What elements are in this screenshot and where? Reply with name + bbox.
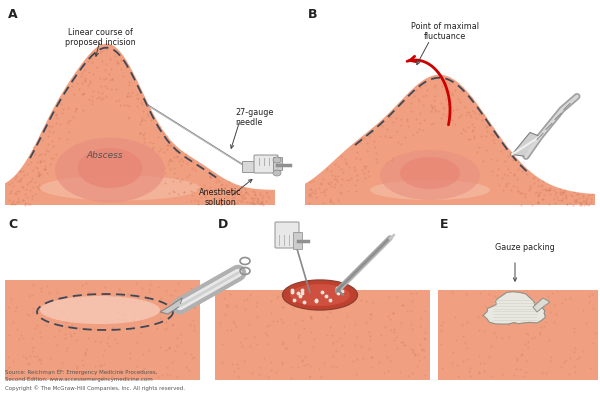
Polygon shape [533, 298, 550, 312]
Text: Gauze packing: Gauze packing [495, 243, 555, 252]
Ellipse shape [283, 280, 358, 310]
Text: B: B [308, 8, 317, 21]
Polygon shape [305, 75, 595, 205]
Polygon shape [483, 292, 545, 324]
Ellipse shape [77, 148, 143, 188]
Ellipse shape [400, 157, 460, 189]
Polygon shape [512, 133, 540, 157]
Ellipse shape [273, 170, 281, 176]
Polygon shape [160, 298, 182, 314]
Text: Abscess: Abscess [86, 151, 124, 160]
Polygon shape [5, 44, 275, 205]
Polygon shape [215, 290, 430, 380]
FancyBboxPatch shape [274, 157, 283, 171]
Ellipse shape [40, 296, 160, 324]
Polygon shape [438, 290, 598, 380]
Ellipse shape [370, 180, 490, 200]
Text: Source: Reichman EF: Emergency Medicine Procedures,
Second Edition: www.accessem: Source: Reichman EF: Emergency Medicine … [5, 370, 185, 391]
FancyBboxPatch shape [293, 232, 302, 249]
Ellipse shape [55, 137, 165, 202]
Ellipse shape [273, 157, 281, 163]
Text: A: A [8, 8, 17, 21]
Ellipse shape [40, 175, 200, 200]
Text: 27-gauge
needle: 27-gauge needle [235, 108, 274, 127]
FancyBboxPatch shape [275, 222, 299, 248]
FancyBboxPatch shape [286, 222, 296, 236]
Text: Point of maximal
fluctuance: Point of maximal fluctuance [411, 22, 479, 41]
Text: Linear course of
proposed incision: Linear course of proposed incision [65, 28, 136, 47]
Polygon shape [5, 280, 200, 380]
Ellipse shape [380, 150, 480, 200]
Ellipse shape [290, 284, 350, 306]
FancyBboxPatch shape [242, 162, 256, 173]
Text: Anesthetic
solution: Anesthetic solution [199, 188, 241, 207]
Text: D: D [218, 218, 228, 231]
Text: E: E [440, 218, 449, 231]
Text: C: C [8, 218, 17, 231]
FancyBboxPatch shape [254, 155, 278, 173]
